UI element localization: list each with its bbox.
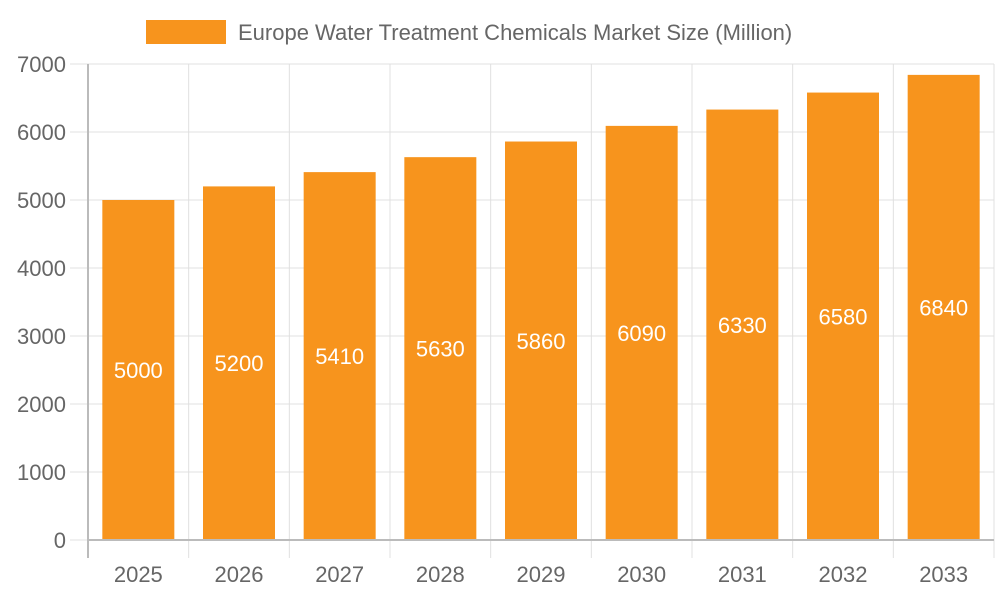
bars: 5000 5200 5410 5630 5860 6090 6330 6580 6840 bbox=[102, 74, 980, 540]
data-label: 5000 bbox=[114, 358, 163, 383]
x-tick-label: 2028 bbox=[416, 562, 465, 587]
bar-2027[interactable] bbox=[303, 172, 376, 540]
bar-2032[interactable] bbox=[807, 92, 879, 540]
x-tick-label: 2030 bbox=[617, 562, 666, 587]
data-label: 6840 bbox=[919, 295, 968, 320]
y-tick-label: 6000 bbox=[17, 120, 66, 145]
data-label: 5410 bbox=[315, 344, 364, 369]
bar-2028[interactable] bbox=[404, 157, 477, 540]
legend-label: Europe Water Treatment Chemicals Market … bbox=[238, 20, 792, 45]
y-tick-label: 2000 bbox=[17, 392, 66, 417]
y-tick-label: 4000 bbox=[17, 256, 66, 281]
y-tick-label: 5000 bbox=[17, 188, 66, 213]
y-tick-label: 3000 bbox=[17, 324, 66, 349]
legend-swatch bbox=[146, 20, 226, 44]
axes: 0 1000 2000 3000 4000 5000 6000 7000 2025 2026 202… bbox=[17, 52, 994, 587]
x-tick-label: 2032 bbox=[819, 562, 868, 587]
y-tick-label: 7000 bbox=[17, 52, 66, 77]
bar-2030[interactable] bbox=[605, 125, 678, 540]
bar-2026[interactable] bbox=[203, 186, 275, 540]
data-label: 6090 bbox=[617, 321, 666, 346]
x-tick-label: 2027 bbox=[315, 562, 364, 587]
x-tick-label: 2026 bbox=[215, 562, 264, 587]
data-label: 5200 bbox=[215, 351, 264, 376]
data-label: 5860 bbox=[517, 329, 566, 354]
y-tick-label: 1000 bbox=[17, 460, 66, 485]
bar-2025[interactable] bbox=[102, 200, 175, 540]
x-tick-label: 2025 bbox=[114, 562, 163, 587]
legend[interactable]: Europe Water Treatment Chemicals Market … bbox=[146, 20, 792, 45]
data-label: 6580 bbox=[819, 304, 868, 329]
data-label: 5630 bbox=[416, 337, 465, 362]
bar-2029[interactable] bbox=[505, 141, 577, 540]
x-tick-label: 2033 bbox=[919, 562, 968, 587]
data-label: 6330 bbox=[718, 313, 767, 338]
x-tick-label: 2031 bbox=[718, 562, 767, 587]
bar-2033[interactable] bbox=[907, 74, 980, 540]
bar-2031[interactable] bbox=[706, 109, 779, 540]
x-tick-label: 2029 bbox=[517, 562, 566, 587]
y-tick-label: 0 bbox=[54, 528, 66, 553]
